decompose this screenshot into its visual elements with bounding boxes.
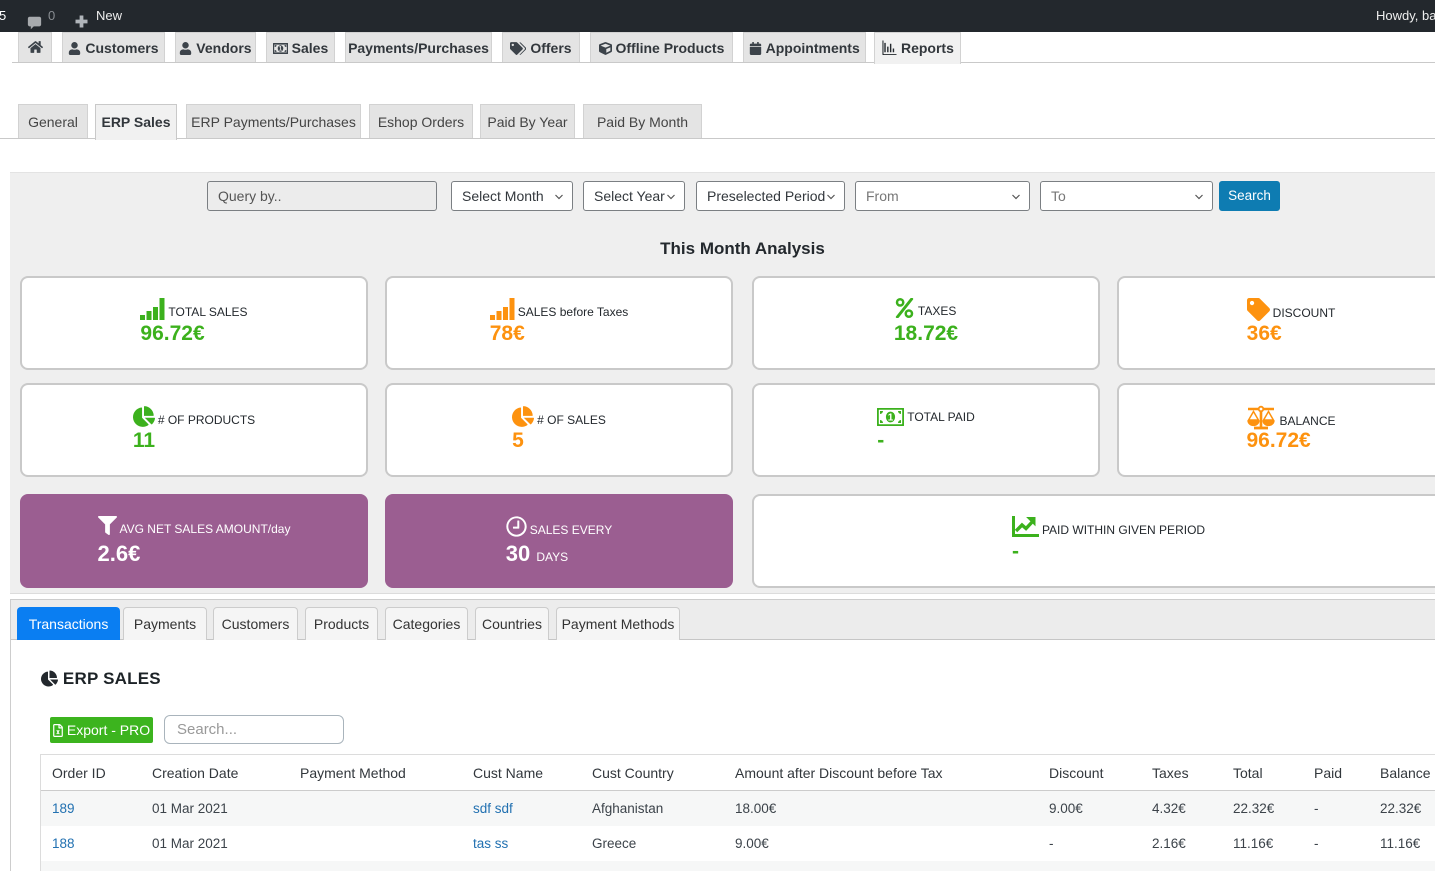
svg-text:1: 1: [888, 413, 894, 424]
svg-text:1: 1: [279, 46, 283, 53]
